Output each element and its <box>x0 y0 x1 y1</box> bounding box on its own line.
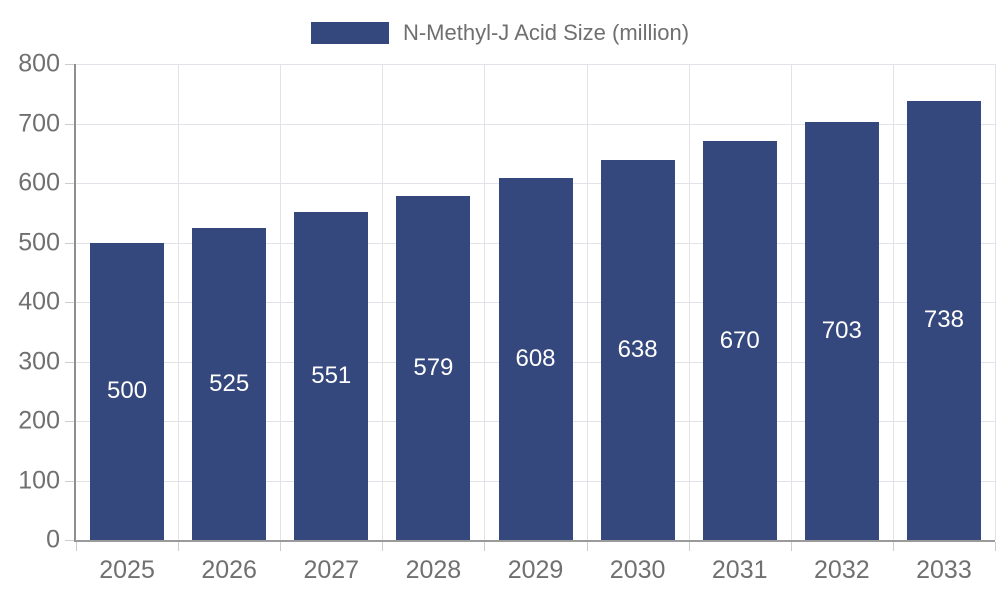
y-tick-label: 200 <box>18 406 60 435</box>
x-tick-label: 2032 <box>814 556 870 584</box>
y-axis-tick <box>65 183 74 184</box>
bar-value-label: 500 <box>107 377 148 405</box>
v-gridline <box>586 64 588 540</box>
bar-2032[interactable]: 703 <box>804 121 879 540</box>
x-axis-tick <box>790 542 792 551</box>
y-tick-label: 500 <box>18 228 60 256</box>
legend-label: N-Methyl-J Acid Size (million) <box>402 20 690 45</box>
y-tick-label: 800 <box>18 49 60 78</box>
bar-value-label: 638 <box>617 336 658 364</box>
bar-2028[interactable]: 579 <box>396 195 471 540</box>
x-axis-tick <box>995 542 996 551</box>
y-tick-label: 300 <box>18 347 60 375</box>
h-gridline <box>76 64 995 65</box>
bar-value-label: 703 <box>821 316 862 344</box>
bar-2033[interactable]: 738 <box>906 100 981 540</box>
v-gridline <box>790 64 792 540</box>
y-tick-label: 600 <box>18 168 60 197</box>
legend[interactable]: N-Methyl-J Acid Size (million) <box>0 20 1000 46</box>
legend-swatch-icon <box>310 22 389 44</box>
y-axis-tick <box>65 421 74 422</box>
y-axis-tick <box>65 123 74 125</box>
v-gridline <box>178 64 180 540</box>
bar-2031[interactable]: 670 <box>702 141 777 540</box>
x-tick-label: 2033 <box>916 556 972 584</box>
bar-2027[interactable]: 551 <box>294 212 369 540</box>
x-axis-tick <box>484 542 486 551</box>
x-axis-tick <box>280 542 282 551</box>
x-tick-label: 2031 <box>711 556 768 584</box>
x-tick-label: 2029 <box>507 556 564 584</box>
x-tick-label: 2025 <box>99 556 155 584</box>
v-gridline <box>484 64 486 540</box>
bar-value-label: 608 <box>515 345 556 373</box>
y-axis-tick <box>65 64 74 65</box>
v-gridline <box>995 64 996 540</box>
x-axis-tick <box>688 542 690 551</box>
bar-2026[interactable]: 525 <box>192 227 267 540</box>
y-axis-tick <box>65 480 74 482</box>
v-gridline <box>382 64 384 540</box>
y-tick-label: 100 <box>18 466 60 494</box>
x-axis-tick <box>76 542 77 551</box>
x-tick-label: 2027 <box>303 556 360 584</box>
y-tick-label: 0 <box>46 525 60 554</box>
v-gridline <box>892 64 894 540</box>
x-axis-tick <box>178 542 180 551</box>
x-tick-label: 2030 <box>609 556 666 584</box>
bar-value-label: 670 <box>719 326 760 354</box>
y-axis-tick <box>65 242 74 244</box>
y-tick-label: 700 <box>18 109 60 137</box>
bar-2025[interactable]: 500 <box>90 242 165 540</box>
y-axis-tick <box>65 361 74 363</box>
y-axis-tick <box>65 302 74 303</box>
x-tick-label: 2028 <box>405 556 462 584</box>
bar-value-label: 579 <box>413 353 454 381</box>
bar-value-label: 738 <box>923 306 964 334</box>
x-axis-tick <box>586 542 588 551</box>
x-axis-tick <box>382 542 384 551</box>
v-gridline <box>280 64 282 540</box>
bar-2030[interactable]: 638 <box>600 160 675 540</box>
v-gridline <box>688 64 690 540</box>
h-gridline <box>76 123 995 125</box>
x-tick-label: 2026 <box>201 556 257 584</box>
x-axis-tick <box>892 542 894 551</box>
bar-value-label: 525 <box>209 369 250 397</box>
bar-value-label: 551 <box>311 362 352 390</box>
bar-2029[interactable]: 608 <box>498 178 573 540</box>
y-axis-tick <box>65 540 74 541</box>
y-tick-label: 400 <box>18 287 60 316</box>
plot-area: 0 100 200 300 400 500 600 700 800 500 2025 525 2026 5… <box>18 51 996 583</box>
